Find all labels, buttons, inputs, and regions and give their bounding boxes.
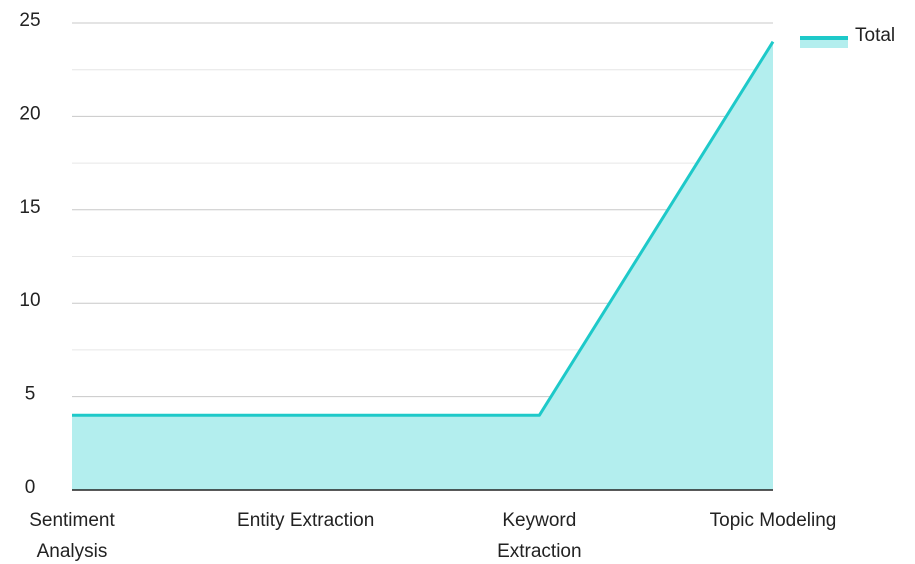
x-tick-label: Sentiment Analysis bbox=[29, 510, 115, 562]
area-line bbox=[72, 40, 775, 417]
x-tick-label: Entity Extraction bbox=[237, 510, 374, 531]
y-tick-label: 5 bbox=[25, 384, 36, 405]
x-tick-label: Topic Modeling bbox=[710, 510, 837, 531]
x-tick-label: Keyword Extraction bbox=[497, 510, 581, 562]
y-tick-label: 10 bbox=[19, 290, 40, 311]
y-tick-label: 0 bbox=[25, 477, 36, 498]
area-fill bbox=[72, 41, 773, 491]
y-tick-label: 25 bbox=[19, 10, 40, 31]
legend-label: Total bbox=[855, 25, 895, 46]
y-tick-label: 15 bbox=[19, 197, 40, 218]
y-tick-label: 20 bbox=[19, 103, 40, 124]
legend-swatch bbox=[800, 38, 848, 48]
